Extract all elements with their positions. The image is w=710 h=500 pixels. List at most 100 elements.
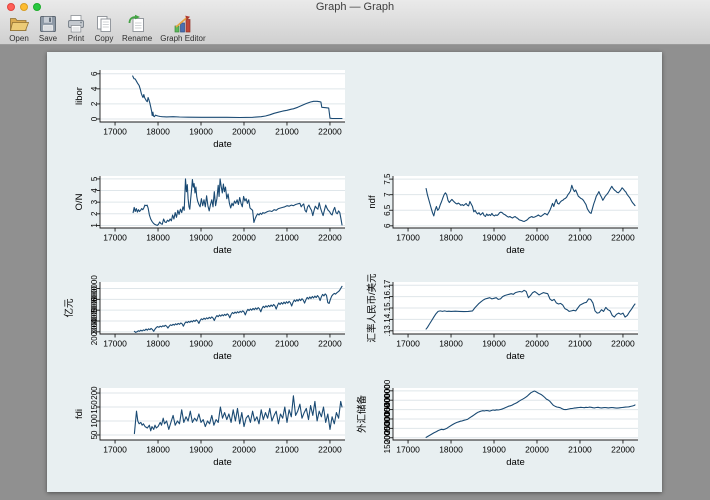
toolbar: Open Save Print Copy Rename Graph Editor bbox=[4, 13, 210, 44]
svg-text:.16: .16 bbox=[383, 290, 392, 302]
svg-text:date: date bbox=[506, 457, 525, 468]
svg-text:1500000: 1500000 bbox=[383, 422, 392, 454]
svg-text:500000: 500000 bbox=[90, 285, 99, 312]
svg-text:.13: .13 bbox=[383, 325, 392, 337]
svg-text:3000000: 3000000 bbox=[383, 393, 392, 425]
zoom-button[interactable] bbox=[33, 3, 41, 11]
copy-icon bbox=[94, 13, 114, 34]
svg-text:600000: 600000 bbox=[90, 275, 99, 302]
svg-text:date: date bbox=[213, 245, 232, 256]
plot-on: 1 2 3 4 5 17000 18000 19000 20000 21000 22000 date O… bbox=[48, 168, 348, 268]
svg-text:21000: 21000 bbox=[275, 127, 299, 137]
svg-text:18000: 18000 bbox=[439, 339, 463, 349]
svg-text:22000: 22000 bbox=[611, 339, 635, 349]
plot-yiyuan: 200000 300000 400000 500000 600000 17000 18000… bbox=[48, 274, 348, 374]
svg-text:17000: 17000 bbox=[103, 445, 127, 455]
svg-text:7.5: 7.5 bbox=[383, 173, 392, 185]
svg-text:21000: 21000 bbox=[275, 339, 299, 349]
svg-text:17000: 17000 bbox=[103, 127, 127, 137]
plot-svg-huilv: .13.14.15.16.17 17000 18000 19000 20000 21000… bbox=[366, 273, 638, 362]
svg-text:2500000: 2500000 bbox=[383, 403, 392, 435]
svg-text:6: 6 bbox=[90, 71, 99, 76]
svg-text:17000: 17000 bbox=[103, 233, 127, 243]
svg-text:22000: 22000 bbox=[611, 233, 635, 243]
svg-text:0: 0 bbox=[90, 116, 99, 121]
toolbar-button-graph-editor[interactable]: Graph Editor bbox=[156, 13, 209, 43]
svg-text:50: 50 bbox=[90, 430, 99, 439]
svg-text:6.5: 6.5 bbox=[383, 204, 392, 216]
svg-text:汇率人民币/美元: 汇率人民币/美元 bbox=[366, 274, 378, 343]
svg-text:4000000: 4000000 bbox=[383, 380, 392, 406]
svg-text:18000: 18000 bbox=[146, 339, 170, 349]
graph-canvas: 0 2 4 6 17000 18000 19000 20000 21000 22000 date li… bbox=[47, 52, 662, 492]
svg-text:5: 5 bbox=[90, 176, 99, 181]
svg-text:4: 4 bbox=[90, 86, 99, 91]
svg-text:18000: 18000 bbox=[146, 127, 170, 137]
svg-text:6: 6 bbox=[383, 223, 392, 228]
window-header: Graph — Graph Open Save Print Copy Rename Gra… bbox=[0, 0, 710, 45]
content-area: 0 2 4 6 17000 18000 19000 20000 21000 22000 date li… bbox=[0, 45, 710, 500]
svg-text:date: date bbox=[213, 351, 232, 362]
titlebar[interactable]: Graph — Graph bbox=[0, 0, 710, 14]
close-button[interactable] bbox=[7, 3, 15, 11]
svg-text:100: 100 bbox=[90, 414, 99, 428]
svg-text:150: 150 bbox=[90, 400, 99, 414]
plot-svg-libor: 0 2 4 6 17000 18000 19000 20000 21000 22000 date li… bbox=[74, 70, 345, 150]
svg-text:21000: 21000 bbox=[568, 445, 592, 455]
toolbar-button-open[interactable]: Open bbox=[4, 13, 34, 43]
minimize-button[interactable] bbox=[20, 3, 28, 11]
svg-text:20000: 20000 bbox=[525, 445, 549, 455]
svg-text:17000: 17000 bbox=[396, 233, 420, 243]
toolbar-button-label: Save bbox=[38, 34, 58, 43]
plot-fdi: 50 100 150 200 17000 18000 19000 20000 21000 2200… bbox=[48, 380, 348, 480]
svg-text:22000: 22000 bbox=[318, 127, 342, 137]
svg-text:22000: 22000 bbox=[318, 339, 342, 349]
svg-text:3500000: 3500000 bbox=[383, 384, 392, 416]
plot-svg-on: 1 2 3 4 5 17000 18000 19000 20000 21000 22000 date O… bbox=[74, 176, 345, 256]
svg-text:19000: 19000 bbox=[482, 445, 506, 455]
print-icon bbox=[66, 13, 86, 34]
svg-text:2000000: 2000000 bbox=[383, 412, 392, 444]
svg-text:22000: 22000 bbox=[318, 233, 342, 243]
svg-text:22000: 22000 bbox=[611, 445, 635, 455]
svg-text:1: 1 bbox=[90, 223, 99, 228]
plot-huilv: .13.14.15.16.17 17000 18000 19000 20000 21000… bbox=[341, 273, 641, 374]
svg-text:22000: 22000 bbox=[318, 445, 342, 455]
toolbar-button-label: Rename bbox=[122, 34, 153, 43]
svg-text:date: date bbox=[213, 139, 232, 150]
plot-svg-ndf: 6 6.5 7 7.5 17000 18000 19000 20000 21000 22000 da… bbox=[367, 173, 638, 256]
svg-text:date: date bbox=[506, 245, 525, 256]
svg-text:libor: libor bbox=[74, 87, 85, 105]
svg-text:20000: 20000 bbox=[525, 339, 549, 349]
svg-text:.15: .15 bbox=[383, 302, 392, 314]
svg-text:3: 3 bbox=[90, 199, 99, 204]
save-icon bbox=[38, 13, 58, 34]
svg-text:19000: 19000 bbox=[189, 127, 213, 137]
svg-text:17000: 17000 bbox=[396, 339, 420, 349]
svg-text:ndf: ndf bbox=[367, 195, 378, 209]
svg-text:200: 200 bbox=[90, 386, 99, 400]
plot-waihui: 1500000 2000000 2500000 3000000 3500000 40000… bbox=[341, 375, 641, 480]
toolbar-button-save[interactable]: Save bbox=[34, 13, 62, 43]
svg-text:19000: 19000 bbox=[482, 233, 506, 243]
svg-text:300000: 300000 bbox=[90, 307, 99, 334]
plot-libor: 0 2 4 6 17000 18000 19000 20000 21000 22000 date li… bbox=[48, 62, 348, 162]
svg-text:18000: 18000 bbox=[146, 445, 170, 455]
svg-text:20000: 20000 bbox=[525, 233, 549, 243]
open-folder-icon bbox=[8, 13, 30, 34]
toolbar-button-rename[interactable]: Rename bbox=[118, 13, 156, 43]
toolbar-button-label: Copy bbox=[94, 34, 114, 43]
svg-text:17000: 17000 bbox=[396, 445, 420, 455]
svg-text:O/N: O/N bbox=[74, 193, 85, 210]
svg-text:400000: 400000 bbox=[90, 296, 99, 323]
toolbar-button-copy[interactable]: Copy bbox=[90, 13, 118, 43]
plot-ndf: 6 6.5 7 7.5 17000 18000 19000 20000 21000 22000 da… bbox=[341, 168, 641, 268]
svg-text:21000: 21000 bbox=[275, 445, 299, 455]
svg-text:20000: 20000 bbox=[232, 233, 256, 243]
svg-text:21000: 21000 bbox=[275, 233, 299, 243]
toolbar-button-print[interactable]: Print bbox=[62, 13, 90, 43]
svg-text:18000: 18000 bbox=[439, 445, 463, 455]
toolbar-button-label: Open bbox=[9, 34, 29, 43]
